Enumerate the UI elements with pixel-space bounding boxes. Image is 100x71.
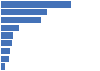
Bar [1, 56, 9, 62]
Bar [1, 32, 13, 39]
Bar [1, 17, 41, 23]
Bar [1, 48, 10, 54]
Bar [1, 63, 4, 70]
Bar [1, 25, 18, 31]
Bar [1, 1, 71, 8]
Bar [1, 9, 46, 15]
Bar [1, 40, 12, 46]
